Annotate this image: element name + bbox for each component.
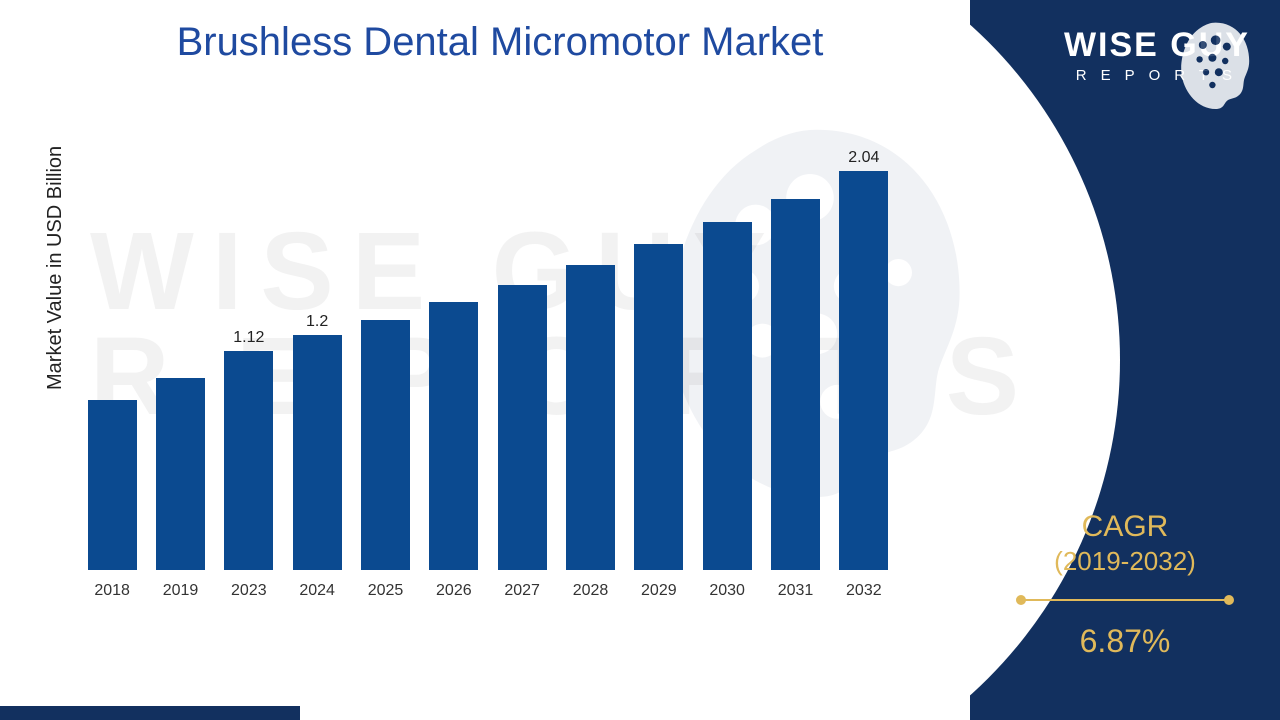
x-tick-label: 2030 [693, 582, 761, 600]
chart-title: Brushless Dental Micromotor Market [60, 20, 940, 65]
x-tick-label: 2031 [761, 582, 829, 600]
plot-area: 1.12 1.2 2.04 [78, 140, 898, 570]
infographic-canvas: WISE GUY R E P O R T S Brushless Dental … [0, 0, 1280, 720]
cagr-value: 6.87% [1000, 623, 1250, 660]
x-tick-label: 2026 [420, 582, 488, 600]
bar-value-label: 1.12 [224, 329, 273, 347]
bar [361, 320, 410, 570]
bar [634, 244, 683, 570]
bar-value-label: 1.2 [293, 313, 342, 331]
x-tick-label: 2024 [283, 582, 351, 600]
x-tick-label: 2018 [78, 582, 146, 600]
y-axis-label: Market Value in USD Billion [44, 146, 67, 390]
cagr-block: CAGR (2019-2032) 6.87% [1000, 510, 1250, 660]
x-tick-label: 2029 [625, 582, 693, 600]
bar [429, 302, 478, 570]
bar [156, 378, 205, 570]
bar: 1.12 [224, 351, 273, 570]
bar-value-label: 2.04 [839, 149, 888, 167]
cagr-title: CAGR [1000, 510, 1250, 544]
cagr-range: (2019-2032) [1000, 546, 1250, 577]
wiseguy-logo: WISE GUY REPORTS [1000, 26, 1250, 84]
bar [703, 222, 752, 570]
x-tick-label: 2023 [215, 582, 283, 600]
x-tick-label: 2028 [556, 582, 624, 600]
x-tick-label: 2025 [351, 582, 419, 600]
x-tick-label: 2032 [830, 582, 898, 600]
bar-chart: 1.12 1.2 2.04 2018201920232024202520262027… [78, 140, 898, 600]
bar [566, 265, 615, 570]
x-tick-label: 2027 [488, 582, 556, 600]
cagr-divider-line [1018, 599, 1232, 601]
bar [88, 400, 137, 570]
bottom-left-accent-bar [0, 706, 300, 720]
x-tick-label: 2019 [146, 582, 214, 600]
logo-head-icon [1174, 20, 1254, 110]
bar [771, 199, 820, 570]
bar [498, 285, 547, 570]
x-axis-labels: 2018201920232024202520262027202820292030… [78, 574, 898, 600]
bar: 2.04 [839, 171, 888, 570]
bar: 1.2 [293, 335, 342, 570]
